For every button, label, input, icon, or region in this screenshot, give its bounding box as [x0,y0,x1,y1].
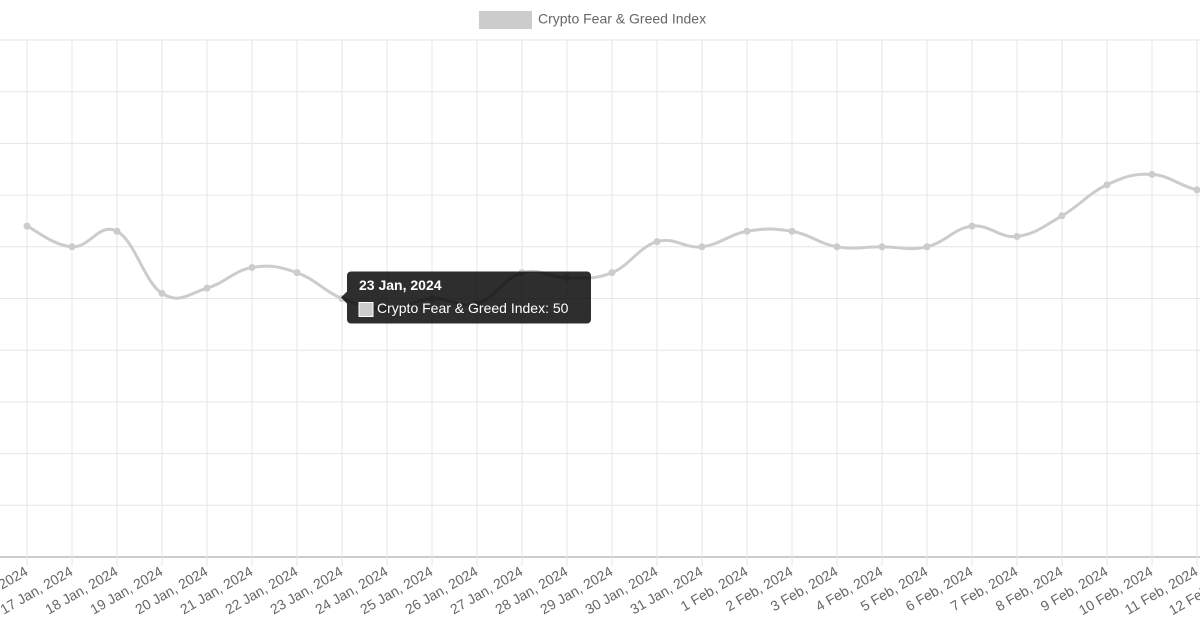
point [158,289,166,297]
tooltip-box [341,271,591,324]
point [743,227,751,235]
point [293,269,301,277]
point [1058,212,1066,220]
point [68,243,76,251]
point [1193,186,1200,194]
point [203,284,211,292]
point [788,227,796,235]
point [1103,181,1111,189]
point [833,243,841,251]
point [23,222,31,230]
line [26,172,1200,311]
point [698,243,706,251]
legend-label: Crypto Fear & Greed Index [538,11,706,27]
point [968,222,976,230]
point [923,243,931,251]
point [1148,170,1156,178]
point [653,238,661,246]
point [1013,232,1021,240]
tooltip-swatch [358,302,374,317]
point [113,227,121,235]
legend-swatch [479,11,532,29]
tooltip-title: 23 Jan, 2024 [359,277,442,293]
point [878,243,886,251]
point [608,269,616,277]
tooltip: 23 Jan, 2024 Crypto Fear & Greed Index: 5… [341,271,591,324]
tooltip-label: Crypto Fear & Greed Index: 50 [377,300,569,316]
legend: Crypto Fear & Greed Index [479,11,706,29]
point [248,263,256,271]
